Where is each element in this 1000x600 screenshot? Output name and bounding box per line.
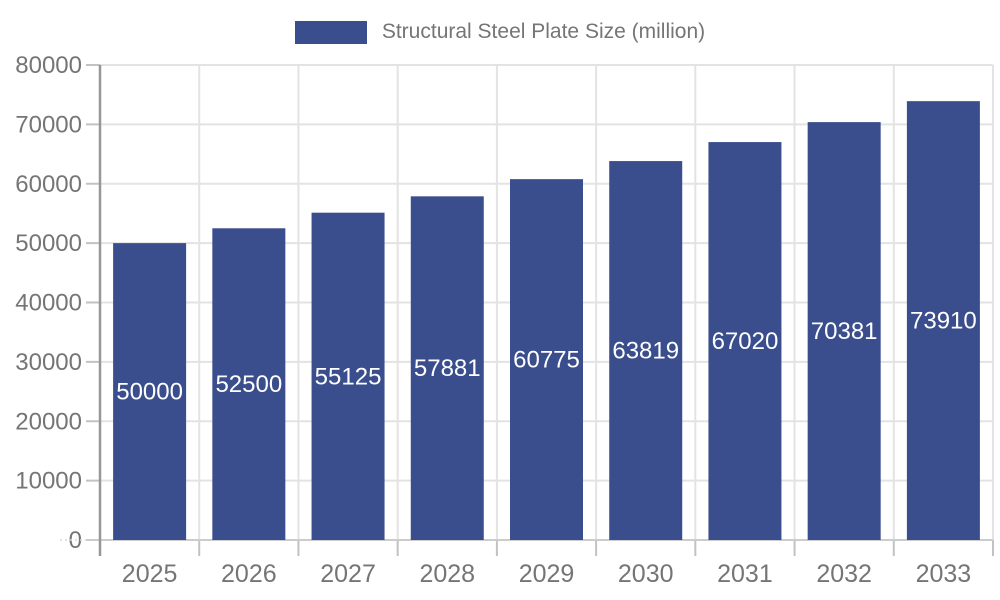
y-tick-label: 50000 bbox=[15, 230, 82, 257]
bar-value-label: 73910 bbox=[910, 308, 977, 335]
bar-value-label: 60775 bbox=[513, 347, 580, 374]
bar-value-label: 50000 bbox=[116, 379, 183, 406]
y-tick-label: 70000 bbox=[15, 111, 82, 138]
x-tick-label: 2032 bbox=[816, 560, 872, 588]
bar-value-label: 55125 bbox=[315, 363, 382, 390]
x-tick-label: 2029 bbox=[519, 560, 575, 588]
x-tick-label: 2025 bbox=[122, 560, 178, 588]
legend-label[interactable]: Structural Steel Plate Size (million) bbox=[381, 20, 706, 43]
bar[interactable] bbox=[510, 179, 583, 540]
bar[interactable] bbox=[609, 161, 683, 540]
bar[interactable] bbox=[410, 196, 484, 541]
legend: Structural Steel Plate Size (million) bbox=[0, 14, 1000, 50]
x-tick-label: 2027 bbox=[320, 560, 376, 588]
bar-value-label: 70381 bbox=[811, 318, 878, 345]
x-tick-label: 2030 bbox=[618, 560, 674, 588]
x-tick-label: 2031 bbox=[717, 560, 773, 588]
legend-swatch[interactable] bbox=[294, 20, 367, 44]
bar[interactable] bbox=[906, 101, 980, 541]
bar[interactable] bbox=[708, 142, 782, 540]
x-tick-label: 2026 bbox=[221, 560, 277, 588]
bar-value-label: 67020 bbox=[712, 328, 779, 355]
y-tick-label: 10000 bbox=[15, 468, 82, 495]
bar-value-label: 63819 bbox=[612, 338, 679, 365]
y-tick-label: 60000 bbox=[15, 171, 82, 198]
x-tick-label: 2033 bbox=[916, 560, 972, 588]
bar[interactable] bbox=[311, 212, 385, 540]
bar[interactable] bbox=[113, 243, 187, 540]
y-tick-label: 30000 bbox=[15, 349, 82, 376]
y-tick-label: 40000 bbox=[15, 290, 82, 317]
bar-value-label: 57881 bbox=[414, 355, 481, 382]
bar[interactable] bbox=[807, 122, 881, 540]
bar-value-label: 52500 bbox=[215, 371, 282, 398]
y-tick-label: 20000 bbox=[15, 408, 82, 435]
y-tick-label: 80000 bbox=[15, 52, 82, 79]
bar[interactable] bbox=[212, 228, 286, 540]
x-tick-label: 2028 bbox=[419, 560, 475, 588]
